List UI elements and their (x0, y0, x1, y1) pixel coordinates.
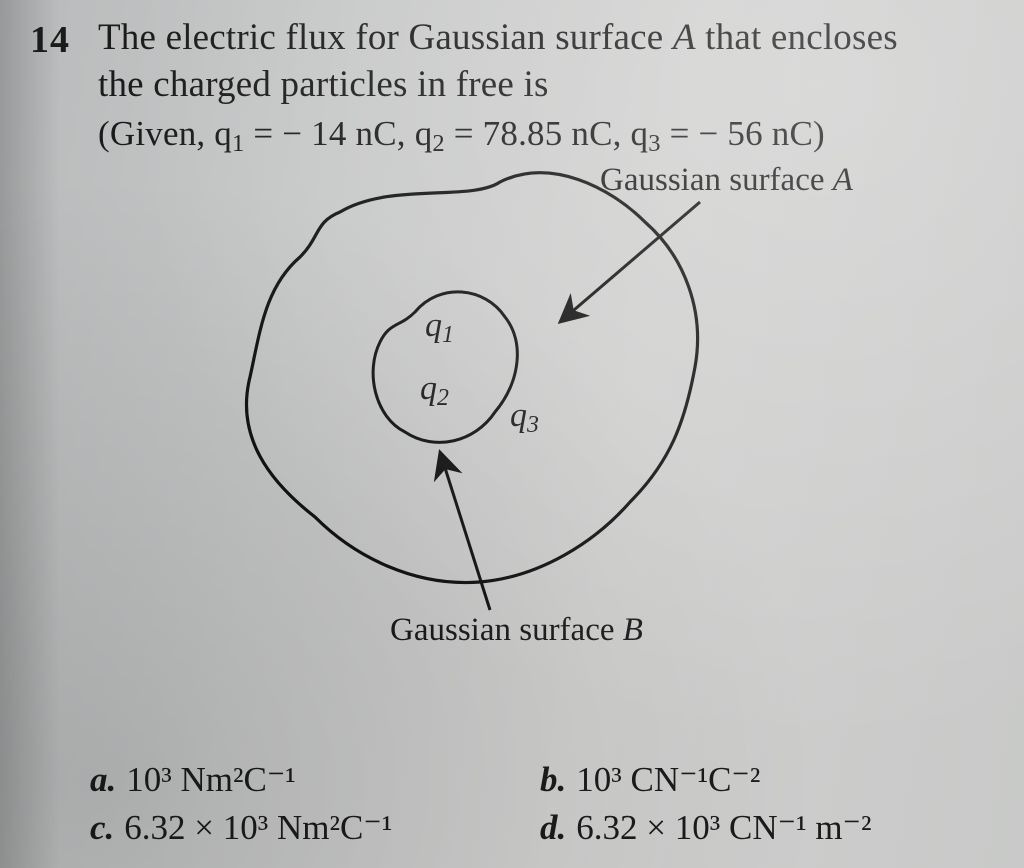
q2-sub: 2 (432, 130, 444, 157)
scan-shadow (0, 0, 60, 868)
figure: Gaussian surface A Gaussian surface B q1… (140, 162, 910, 662)
q2-sym: q (415, 114, 433, 153)
option-b-text: 10³ CN⁻¹C⁻² (576, 760, 760, 799)
label-a-pre: Gaussian surface (600, 162, 833, 198)
charge-q3-label: q3 (510, 397, 539, 439)
q2-val: = 78.85 nC, (445, 114, 631, 153)
q3l-sub: 3 (527, 412, 539, 438)
option-b[interactable]: b. 10³ CN⁻¹C⁻² (540, 760, 990, 800)
given-open: (Given, (98, 114, 214, 153)
label-b-it: B (623, 612, 643, 648)
q1-val: = − 14 nC, (244, 114, 414, 153)
q3l-sym: q (510, 397, 527, 434)
stem-text-1: The electric flux for Gaussian surface (98, 17, 673, 58)
q1l-sub: 1 (442, 322, 454, 348)
surface-a-path (246, 173, 697, 583)
option-d-key: d. (540, 808, 566, 847)
page: 14 The electric flux for Gaussian surfac… (0, 0, 1024, 868)
q2l-sym: q (420, 370, 437, 407)
given-line: (Given, q1 = − 14 nC, q2 = 78.85 nC, q3 … (98, 114, 825, 158)
option-a[interactable]: a. 10³ Nm²C⁻¹ (90, 760, 540, 800)
option-d[interactable]: d. 6.32 × 10³ CN⁻¹ m⁻² (540, 808, 990, 848)
option-a-text: 10³ Nm²C⁻¹ (126, 760, 296, 799)
q1l-sym: q (425, 307, 442, 344)
option-c-text: 6.32 × 10³ Nm²C⁻¹ (124, 808, 392, 847)
answer-options: a. 10³ Nm²C⁻¹ b. 10³ CN⁻¹C⁻² c. 6.32 × 10³ … (90, 760, 990, 848)
option-b-key: b. (540, 760, 566, 799)
stem-text-2: the charged particles in free is (98, 64, 549, 105)
q1-sym: q (214, 114, 232, 153)
stem-text-1b: that encloses (696, 17, 898, 58)
question-stem: The electric flux for Gaussian surface A… (98, 14, 998, 109)
q1-sub: 1 (232, 130, 244, 157)
label-surface-b: Gaussian surface B (390, 612, 643, 649)
q3-val: = − 56 nC) (661, 114, 825, 153)
q3-sub: 3 (648, 130, 660, 157)
label-a-it: A (833, 162, 853, 198)
charge-q2-label: q2 (420, 370, 449, 412)
q2l-sub: 2 (437, 385, 449, 411)
question-number: 14 (30, 18, 70, 62)
label-surface-a: Gaussian surface A (600, 162, 853, 199)
arrow-to-b (440, 452, 490, 610)
option-a-key: a. (90, 760, 116, 799)
option-d-text: 6.32 × 10³ CN⁻¹ m⁻² (576, 808, 871, 847)
q3-sym: q (631, 114, 649, 153)
option-c[interactable]: c. 6.32 × 10³ Nm²C⁻¹ (90, 808, 540, 848)
option-c-key: c. (90, 808, 114, 847)
label-b-pre: Gaussian surface (390, 612, 623, 648)
stem-italic-a: A (673, 17, 696, 58)
charge-q1-label: q1 (425, 307, 454, 349)
